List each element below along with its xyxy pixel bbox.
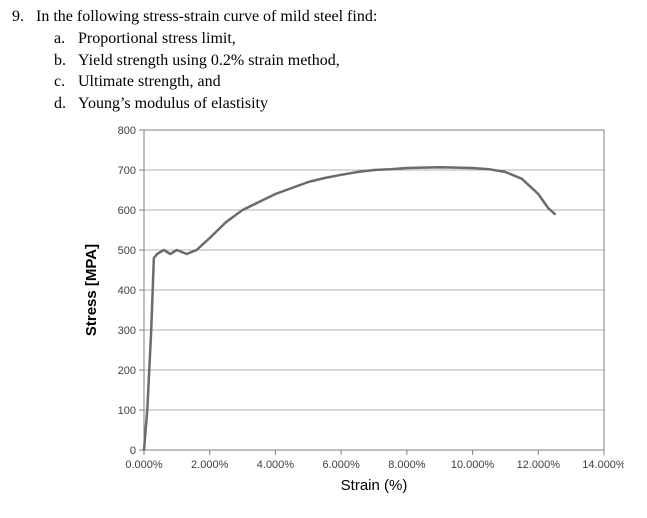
question-prompt: In the following stress-strain curve of … bbox=[36, 8, 377, 26]
sub-letter: b. bbox=[54, 50, 72, 72]
svg-text:800: 800 bbox=[118, 125, 136, 137]
svg-text:500: 500 bbox=[118, 245, 136, 257]
sub-text: Young’s modulus of elastisity bbox=[78, 93, 268, 115]
svg-text:400: 400 bbox=[118, 285, 136, 297]
sub-letter: d. bbox=[54, 93, 72, 115]
sub-item-b: b. Yield strength using 0.2% strain meth… bbox=[54, 50, 635, 72]
sub-letter: a. bbox=[54, 28, 72, 50]
svg-text:14.000%: 14.000% bbox=[582, 459, 624, 471]
sub-text: Yield strength using 0.2% strain method, bbox=[78, 50, 340, 72]
svg-text:0.000%: 0.000% bbox=[125, 459, 163, 471]
sub-item-a: a. Proportional stress limit, bbox=[54, 28, 635, 50]
sub-item-c: c. Ultimate strength, and bbox=[54, 71, 635, 93]
question-line: 9. In the following stress-strain curve … bbox=[12, 8, 635, 26]
svg-text:6.000%: 6.000% bbox=[322, 459, 360, 471]
svg-text:0: 0 bbox=[130, 445, 136, 457]
svg-text:600: 600 bbox=[118, 205, 136, 217]
svg-text:Strain (%): Strain (%) bbox=[341, 477, 408, 494]
question-sublist: a. Proportional stress limit, b. Yield s… bbox=[54, 28, 635, 114]
svg-text:Stress [MPA]: Stress [MPA] bbox=[83, 244, 100, 336]
svg-text:4.000%: 4.000% bbox=[257, 459, 295, 471]
svg-text:10.000%: 10.000% bbox=[451, 459, 495, 471]
question-number: 9. bbox=[12, 8, 30, 26]
stress-strain-chart: 0 100 200 300 400 500 600 700 800 0.000% 2.000% 4.0… bbox=[64, 120, 635, 505]
sub-letter: c. bbox=[54, 71, 72, 93]
svg-text:700: 700 bbox=[118, 165, 136, 177]
sub-item-d: d. Young’s modulus of elastisity bbox=[54, 93, 635, 115]
svg-text:100: 100 bbox=[118, 405, 136, 417]
svg-text:300: 300 bbox=[118, 325, 136, 337]
chart-svg: 0 100 200 300 400 500 600 700 800 0.000% 2.000% 4.0… bbox=[64, 120, 624, 500]
svg-text:200: 200 bbox=[118, 365, 136, 377]
sub-text: Proportional stress limit, bbox=[78, 28, 236, 50]
svg-text:12.000%: 12.000% bbox=[517, 459, 561, 471]
svg-text:8.000%: 8.000% bbox=[388, 459, 426, 471]
svg-text:2.000%: 2.000% bbox=[191, 459, 229, 471]
sub-text: Ultimate strength, and bbox=[78, 71, 221, 93]
